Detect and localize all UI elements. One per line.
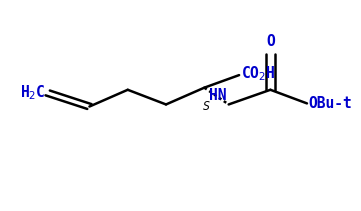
Text: OBu-t: OBu-t — [309, 96, 352, 111]
Text: O: O — [266, 34, 275, 49]
Text: HN: HN — [209, 88, 227, 103]
Text: S: S — [203, 100, 210, 113]
Text: H$_2$C: H$_2$C — [20, 84, 46, 102]
Text: CO$_2$H: CO$_2$H — [241, 65, 275, 83]
